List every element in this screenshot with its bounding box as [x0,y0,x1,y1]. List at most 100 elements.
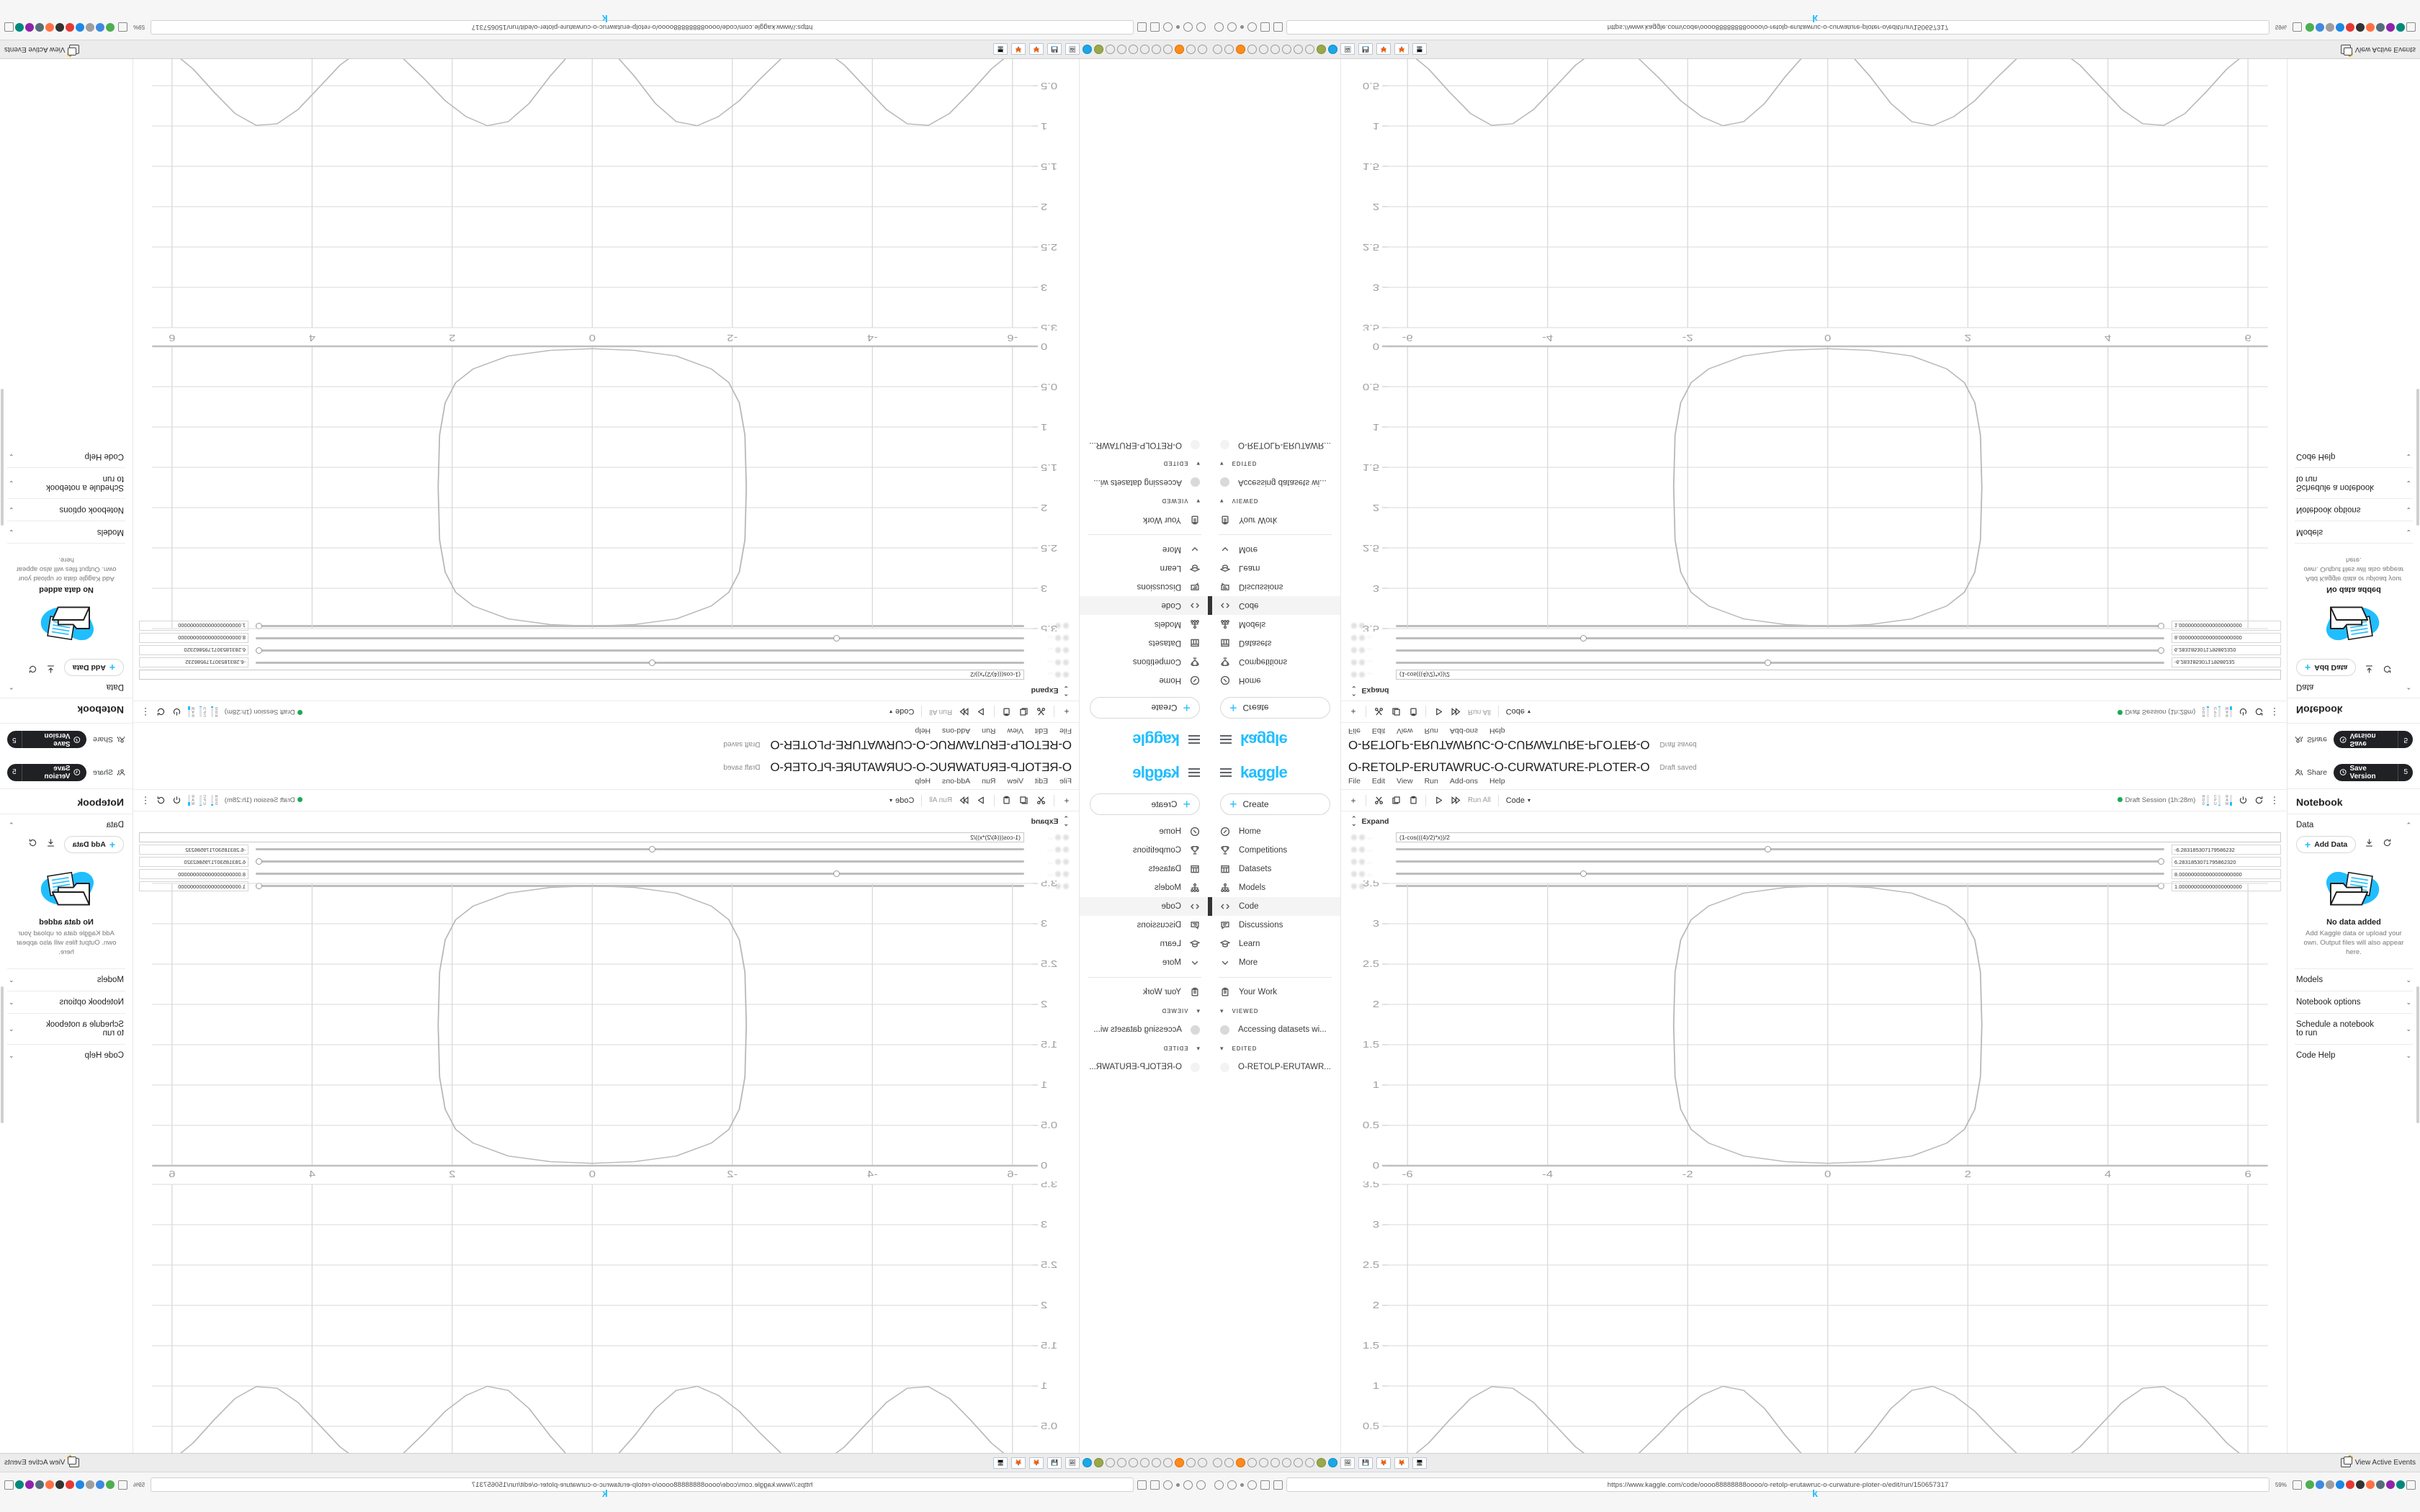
slider-knob[interactable] [1765,846,1772,853]
extension-icon-5[interactable] [66,23,74,32]
sidebar-item-discussions[interactable]: Discussions [1210,916,1340,935]
copy-icon[interactable] [1391,707,1401,717]
clipboard-paste-icon[interactable] [1408,796,1418,806]
taskbar-window-firefox[interactable]: 🦊 [1029,43,1044,55]
extension-icon-3[interactable] [2326,23,2334,32]
sidebar-item-code[interactable]: Code [1210,897,1340,916]
sidebar-item-home[interactable]: Home [1080,822,1210,841]
quadrant-top-left[interactable]: kaggle + Create Home Competitions [0,0,1210,756]
menu-help[interactable]: Help [915,777,931,786]
extension-icon-6[interactable] [55,23,64,32]
right-panel-scrollbar[interactable] [2416,389,2419,526]
cell-type-select[interactable]: Code ▾ [889,708,914,716]
sidebar-item-your-work[interactable]: Your Work [1080,983,1210,1002]
taskbar-window-save[interactable]: 💾 [1358,1457,1373,1469]
hamburger-menu-icon[interactable] [2406,1480,2416,1490]
active-events-tray[interactable]: 1 View Active Events [2340,1455,2420,1467]
taskbar-window-save[interactable]: 💾 [1047,43,1062,55]
sidebar-item-datasets[interactable]: Datasets [1210,634,1340,652]
copy-icon[interactable] [1391,796,1401,806]
share-button[interactable]: Share [2295,768,2327,777]
kebab-menu-icon[interactable]: ⋮ [2269,706,2280,718]
extension-icon-4[interactable] [2336,1480,2344,1489]
sidebar-item-discussions[interactable]: Discussions [1080,916,1210,935]
menu-view[interactable]: View [1397,726,1413,735]
extension-icon-10[interactable] [2396,1480,2405,1489]
sidebar-item-your-work[interactable]: Your Work [1210,510,1340,529]
notebook-title[interactable]: O-RETOLP-ERUTAWRUC-O-CURWATURE-PLOTER-O [1348,760,1650,774]
taskbar-window-terminal[interactable]: 🖥 [1412,43,1427,55]
share-button[interactable]: Share [93,736,125,744]
zoom-level[interactable]: 59% [133,24,145,31]
forward-arrow-icon[interactable] [1183,22,1193,32]
sidebar-item-home[interactable]: Home [1080,671,1210,690]
fast-forward-icon[interactable] [1451,796,1461,806]
accordion-code-help[interactable]: Code Help ⌄ [0,446,133,467]
right-panel-scrollbar[interactable] [2416,986,2419,1123]
slider-knob[interactable] [256,647,262,654]
extension-icon-7[interactable] [45,23,54,32]
home-icon[interactable] [1163,1480,1173,1490]
star-icon[interactable] [2293,22,2302,32]
link-icon[interactable] [1129,1458,1138,1467]
back-arrow-icon[interactable] [1196,22,1206,32]
extension-icon-1[interactable] [106,1480,115,1489]
menu-file[interactable]: File [1348,726,1361,735]
lock-icon[interactable] [1137,1480,1147,1490]
record-icon[interactable] [1094,1458,1103,1467]
water-drop-icon[interactable] [1083,1458,1092,1467]
run-all-label[interactable]: Run All [929,796,952,804]
copy-icon[interactable] [1019,796,1029,806]
sidebar-section-edited[interactable]: ▾ EDITED [1210,1039,1340,1058]
zoom-level[interactable]: 59% [2275,1481,2287,1488]
kebab-menu-icon[interactable]: ⋮ [140,794,151,806]
add-data-button[interactable]: + Add Data [63,836,124,853]
accordion-notebook-options[interactable]: Notebook options ⌄ [2287,991,2420,1013]
slider-param-a[interactable] [256,869,1024,879]
taskbar-window-firefox[interactable]: 🦊 [1029,1457,1044,1469]
taskbar-window-firefox-2[interactable]: 🦊 [1011,43,1026,55]
menu-view[interactable]: View [1007,777,1023,786]
taskbar-window-image-viewer[interactable]: 🖼 [1340,1457,1355,1469]
firefox-icon[interactable] [1175,1458,1184,1467]
star-icon[interactable] [118,1480,127,1490]
sidebar-recent-viewed[interactable]: Accessing datasets wi... [1210,473,1340,492]
slider-knob[interactable] [256,858,262,865]
play-icon[interactable] [1433,707,1443,717]
data-accordion-header[interactable]: Data ⌃ [2287,814,2420,836]
cell-type-select[interactable]: Code ▾ [1506,796,1531,805]
menu-file[interactable]: File [1059,777,1072,786]
accordion-schedule[interactable]: Schedule a notebook to run ⌄ [2287,1014,2420,1044]
extension-icon-4[interactable] [2336,23,2344,32]
cell-type-select[interactable]: Code ▾ [889,796,914,805]
slider-xmax[interactable] [256,645,1024,655]
slider-xmin[interactable] [256,845,1024,855]
sidebar-item-more[interactable]: More [1080,953,1210,972]
accordion-code-help[interactable]: Code Help ⌄ [2287,446,2420,467]
active-events-tray[interactable]: 1 View Active Events [2340,45,2420,57]
gear-icon[interactable] [1224,45,1234,54]
taskbar-window-save[interactable]: 💾 [1358,43,1373,55]
scissors-icon[interactable] [1036,796,1047,806]
address-bar[interactable]: https://www.kaggle.com/code/oooo88888888… [151,1477,1134,1492]
extension-icon-10[interactable] [15,1480,24,1489]
globe-icon[interactable] [1117,45,1126,54]
wrench-icon[interactable] [1163,45,1173,54]
slider-param-a[interactable] [1396,633,2164,643]
sidebar-item-discussions[interactable]: Discussions [1210,577,1340,596]
globe-icon[interactable] [1259,45,1268,54]
save-version-button[interactable]: Save Version 5 [2334,763,2413,781]
extension-icon-9[interactable] [25,23,34,32]
taskbar-window-firefox-2[interactable]: 🦊 [1394,43,1409,55]
firefox-icon[interactable] [1175,45,1184,54]
taskbar-window-terminal[interactable]: 🖥 [993,1457,1008,1469]
globe-icon[interactable] [1152,45,1161,54]
sidebar-item-code[interactable]: Code [1080,897,1210,916]
record-icon[interactable] [1317,1458,1326,1467]
sidebar-item-competitions[interactable]: Competitions [1210,841,1340,860]
hamburger-icon[interactable] [1188,735,1200,744]
menu-view[interactable]: View [1007,726,1023,735]
menu-run[interactable]: Run [982,726,996,735]
reload-icon[interactable] [1240,1482,1244,1487]
right-panel-scrollbar[interactable] [1,389,4,526]
